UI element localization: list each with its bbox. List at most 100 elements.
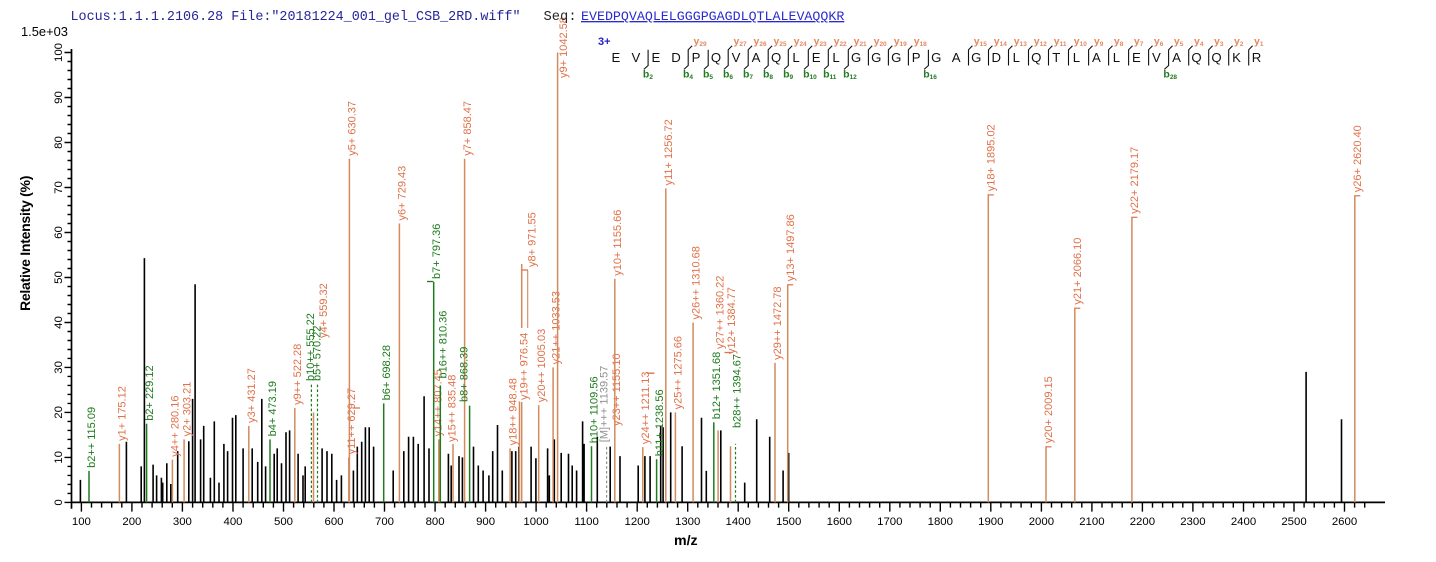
- svg-text:50: 50: [53, 271, 65, 284]
- svg-text:b28++ 1394.67: b28++ 1394.67: [732, 354, 744, 428]
- svg-text:1700: 1700: [877, 516, 902, 528]
- svg-text:y5+ 630.37: y5+ 630.37: [347, 101, 359, 156]
- svg-text:y20++ 1005.03: y20++ 1005.03: [536, 329, 548, 402]
- svg-text:y21+ 2066.10: y21+ 2066.10: [1072, 238, 1084, 305]
- svg-text:y10+ 1155.66: y10+ 1155.66: [612, 210, 624, 276]
- svg-text:y29++ 1472.78: y29++ 1472.78: [772, 286, 784, 359]
- svg-text:60: 60: [53, 226, 65, 239]
- svg-text:1300: 1300: [675, 516, 700, 528]
- svg-text:10: 10: [53, 451, 65, 464]
- svg-text:G: G: [931, 50, 941, 65]
- svg-text:y2+ 303.21: y2+ 303.21: [181, 382, 193, 437]
- svg-text:y8: y8: [1114, 36, 1124, 49]
- svg-text:300: 300: [173, 516, 192, 528]
- svg-text:y11++ 629.27: y11++ 629.27: [346, 388, 358, 454]
- svg-text:2400: 2400: [1231, 516, 1256, 528]
- svg-text:D: D: [671, 50, 681, 65]
- svg-text:3+: 3+: [598, 36, 611, 48]
- svg-text:700: 700: [375, 516, 394, 528]
- svg-text:V: V: [732, 50, 741, 65]
- svg-text:y24++ 1211.13: y24++ 1211.13: [640, 372, 652, 445]
- svg-text:20: 20: [53, 406, 65, 419]
- svg-text:G: G: [971, 50, 981, 65]
- svg-text:1500: 1500: [776, 516, 801, 528]
- svg-text:G: G: [891, 50, 901, 65]
- svg-text:2600: 2600: [1332, 516, 1357, 528]
- svg-text:Q: Q: [1191, 50, 1201, 65]
- svg-text:y8+ 971.55: y8+ 971.55: [527, 212, 539, 267]
- svg-text:y9+ 1042.58: y9+ 1042.58: [558, 17, 570, 78]
- svg-text:E: E: [612, 50, 621, 65]
- svg-text:200: 200: [122, 516, 141, 528]
- svg-text:40: 40: [53, 316, 65, 329]
- svg-text:b7: b7: [743, 69, 753, 82]
- svg-text:A: A: [952, 50, 961, 65]
- svg-text:[M]+++ 1139.57: [M]+++ 1139.57: [599, 366, 611, 443]
- svg-text:Q: Q: [711, 50, 721, 65]
- svg-text:y9: y9: [1094, 36, 1104, 49]
- svg-text:1400: 1400: [726, 516, 751, 528]
- svg-text:y4+ 559.32: y4+ 559.32: [318, 283, 330, 338]
- svg-text:900: 900: [476, 516, 495, 528]
- svg-text:y21++ 1033.53: y21++ 1033.53: [550, 291, 562, 364]
- svg-text:600: 600: [324, 516, 343, 528]
- svg-text:b4+ 473.19: b4+ 473.19: [267, 381, 279, 436]
- svg-text:y14++ 807.45: y14++ 807.45: [433, 369, 445, 436]
- svg-text:b2++ 115.09: b2++ 115.09: [86, 407, 98, 468]
- svg-text:y26++ 1310.68: y26++ 1310.68: [690, 246, 702, 319]
- svg-text:y25++ 1275.66: y25++ 1275.66: [673, 336, 685, 409]
- svg-text:b11+ 1238.56: b11+ 1238.56: [654, 389, 666, 456]
- svg-text:A: A: [1172, 50, 1181, 65]
- svg-text:y2: y2: [1234, 36, 1244, 49]
- svg-text:b10++ 555.22: b10++ 555.22: [305, 313, 317, 381]
- svg-text:T: T: [1052, 50, 1060, 65]
- svg-text:800: 800: [426, 516, 445, 528]
- svg-text:b6+ 698.28: b6+ 698.28: [381, 345, 393, 400]
- svg-text:G: G: [851, 50, 861, 65]
- svg-text:y19++ 976.54: y19++ 976.54: [519, 333, 531, 400]
- svg-text:y22+ 2179.17: y22+ 2179.17: [1129, 147, 1141, 214]
- svg-text:R: R: [1252, 50, 1262, 65]
- svg-text:Q: Q: [771, 50, 781, 65]
- svg-text:y12+ 1384.77: y12+ 1384.77: [726, 287, 738, 354]
- svg-text:y7+ 858.47: y7+ 858.47: [462, 101, 474, 156]
- svg-text:P: P: [692, 50, 701, 65]
- svg-text:E: E: [812, 50, 821, 65]
- svg-text:P: P: [912, 50, 921, 65]
- svg-text:2500: 2500: [1281, 516, 1306, 528]
- svg-text:1200: 1200: [625, 516, 650, 528]
- svg-text:y13+ 1497.86: y13+ 1497.86: [785, 214, 797, 281]
- svg-text:2000: 2000: [1029, 516, 1054, 528]
- svg-text:b2+ 229.12: b2+ 229.12: [144, 365, 156, 420]
- svg-text:1.5e+03: 1.5e+03: [21, 24, 68, 39]
- svg-text:Seq:: Seq:: [544, 10, 577, 25]
- svg-text:K: K: [1232, 50, 1241, 65]
- svg-text:y20+ 2009.15: y20+ 2009.15: [1043, 376, 1055, 443]
- svg-text:L: L: [832, 50, 839, 65]
- svg-text:b10+ 1109.56: b10+ 1109.56: [589, 376, 601, 443]
- svg-text:y1+ 175.12: y1+ 175.12: [117, 386, 129, 441]
- svg-text:1800: 1800: [928, 516, 953, 528]
- svg-text:y3+ 431.27: y3+ 431.27: [246, 368, 258, 423]
- svg-text:y11+ 1256.72: y11+ 1256.72: [663, 119, 675, 185]
- svg-text:L: L: [1073, 50, 1080, 65]
- svg-text:b7+ 797.36: b7+ 797.36: [431, 224, 443, 279]
- svg-text:100: 100: [72, 516, 91, 528]
- svg-text:1100: 1100: [574, 516, 599, 528]
- svg-text:m/z: m/z: [674, 533, 698, 549]
- svg-text:500: 500: [274, 516, 293, 528]
- svg-text:L: L: [792, 50, 799, 65]
- svg-text:E: E: [652, 50, 661, 65]
- svg-text:y18+ 1895.02: y18+ 1895.02: [986, 124, 998, 191]
- svg-text:400: 400: [223, 516, 242, 528]
- svg-text:Q: Q: [1031, 50, 1041, 65]
- svg-text:30: 30: [53, 361, 65, 374]
- svg-text:1900: 1900: [978, 516, 1003, 528]
- svg-text:y1: y1: [1254, 36, 1264, 49]
- svg-text:V: V: [1152, 50, 1161, 65]
- svg-text:y3: y3: [1214, 36, 1224, 49]
- svg-text:y6+ 729.43: y6+ 729.43: [397, 166, 409, 221]
- svg-text:b8: b8: [763, 69, 773, 82]
- svg-text:A: A: [752, 50, 761, 65]
- svg-text:V: V: [632, 50, 641, 65]
